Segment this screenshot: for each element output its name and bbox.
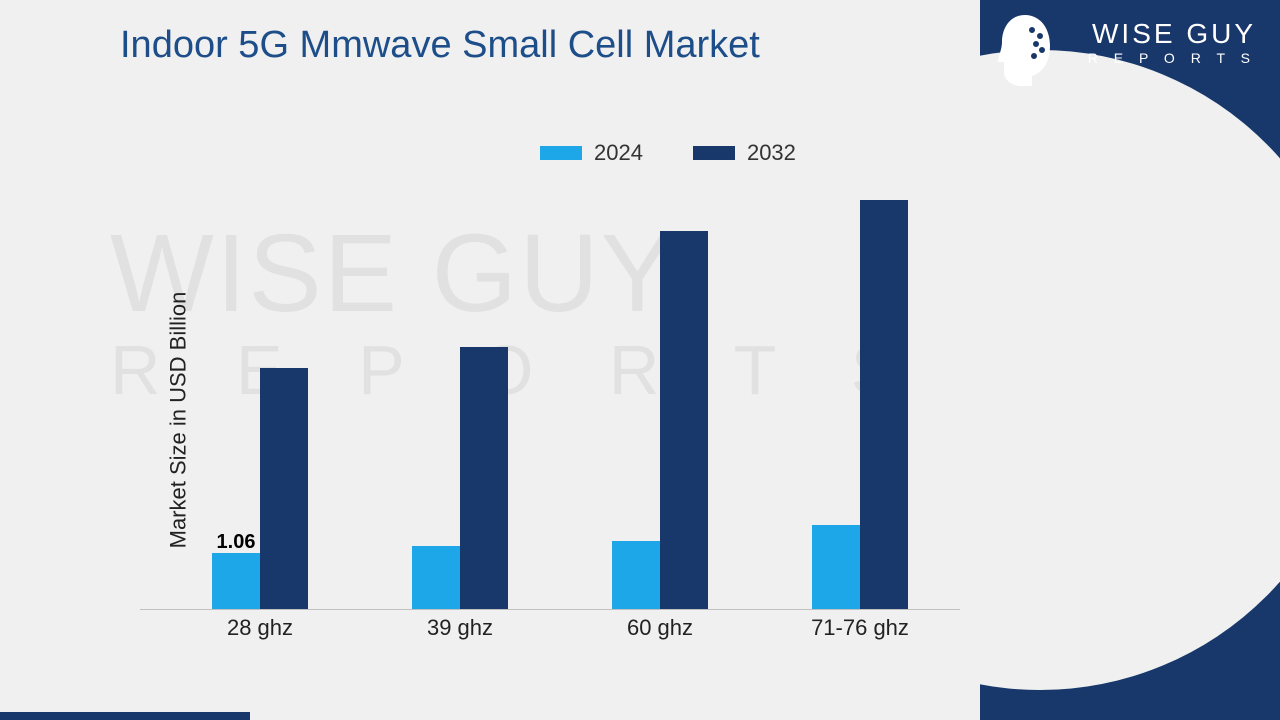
legend: 2024 2032 xyxy=(540,140,796,166)
category-label: 60 ghz xyxy=(600,615,720,641)
category-label: 71-76 ghz xyxy=(800,615,920,641)
bar xyxy=(260,368,308,610)
bar-group: 39 ghz xyxy=(400,347,520,610)
brand-logo: WISE GUY R E P O R T S xyxy=(1088,18,1256,66)
bar-group: 71-76 ghz xyxy=(800,200,920,610)
logo-line-1: WISE GUY xyxy=(1088,18,1256,50)
plot-area: 28 ghz 39 ghz 60 ghz 71-76 ghz 1.06 xyxy=(140,190,960,610)
chart-canvas: WISE GUY R E P O R T S Indoor 5G Mmwave … xyxy=(0,0,1280,720)
logo-line-2: R E P O R T S xyxy=(1088,50,1256,66)
bar xyxy=(212,553,260,609)
legend-label-2032: 2032 xyxy=(747,140,796,166)
bar-group: 28 ghz xyxy=(200,368,320,610)
chart-title: Indoor 5G Mmwave Small Cell Market xyxy=(120,24,760,67)
bar xyxy=(412,546,460,609)
bottom-accent-bar xyxy=(0,712,250,720)
bar-group: 60 ghz xyxy=(600,231,720,609)
bar xyxy=(660,231,708,609)
legend-item-2024: 2024 xyxy=(540,140,643,166)
bar xyxy=(612,541,660,609)
value-label: 1.06 xyxy=(217,531,256,554)
plot: Market Size in USD Billion 28 ghz39 ghz6… xyxy=(90,190,970,650)
legend-swatch-2032 xyxy=(693,146,735,160)
legend-swatch-2024 xyxy=(540,146,582,160)
bar xyxy=(860,200,908,610)
bar xyxy=(460,347,508,610)
legend-label-2024: 2024 xyxy=(594,140,643,166)
category-label: 28 ghz xyxy=(200,615,320,641)
category-label: 39 ghz xyxy=(400,615,520,641)
legend-item-2032: 2032 xyxy=(693,140,796,166)
bar xyxy=(812,525,860,609)
logo-head-icon xyxy=(990,10,1060,90)
